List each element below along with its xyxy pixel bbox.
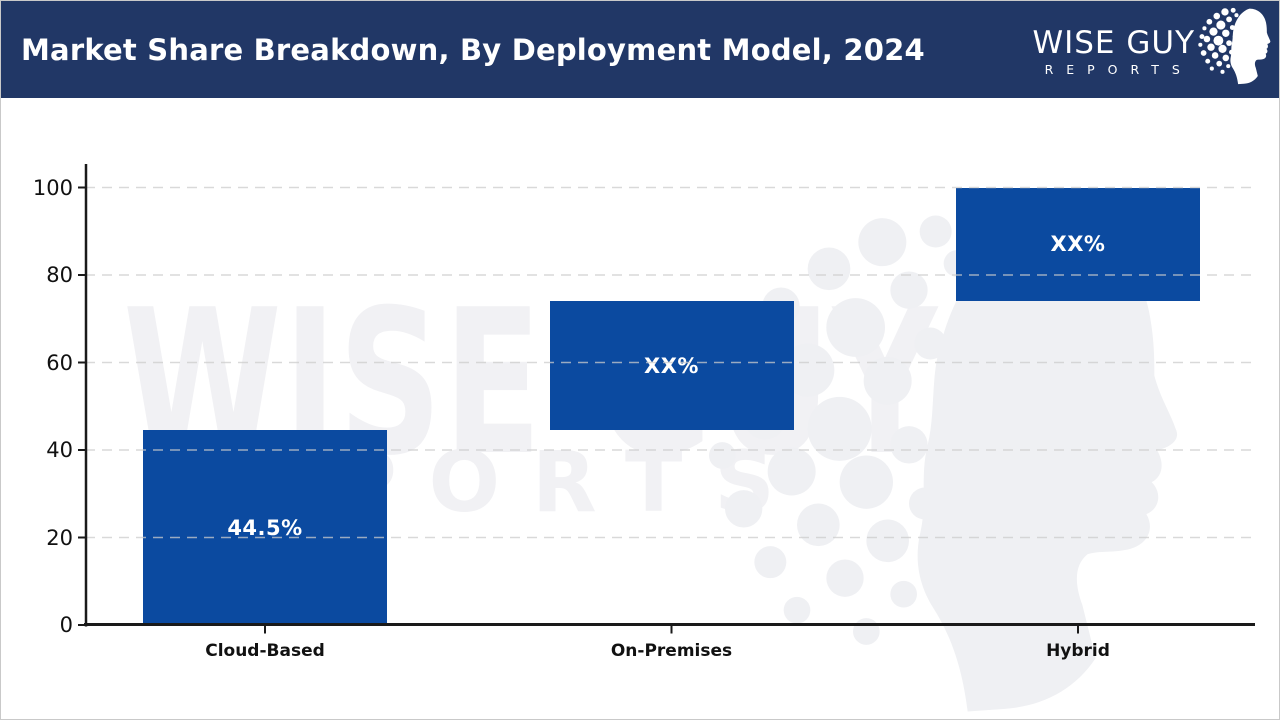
wise-guy-face-icon [1197, 7, 1271, 85]
bar-hybrid: XX% [956, 187, 1200, 302]
chart-area: WISE GUY REPORTS 44.5% XX% XX% 0 20 40 60 80 10… [1, 98, 1279, 720]
header-bar: Market Share Breakdown, By Deployment Mo… [1, 1, 1279, 98]
bar-value-label: XX% [644, 353, 699, 378]
page-title: Market Share Breakdown, By Deployment Mo… [21, 32, 925, 67]
brand-text: WISE GUY REPORTS [1032, 25, 1195, 77]
bar-cloud-based: 44.5% [143, 430, 387, 625]
bars-layer: 44.5% XX% XX% [1, 98, 1279, 719]
brand-logo: WISE GUY REPORTS [1032, 7, 1271, 85]
bar-on-premises: XX% [549, 301, 794, 431]
bar-value-label: XX% [1050, 232, 1106, 257]
brand-name: WISE GUY [1032, 25, 1195, 61]
bar-value-label: 44.5% [227, 515, 303, 540]
brand-subtitle: REPORTS [1044, 62, 1193, 77]
